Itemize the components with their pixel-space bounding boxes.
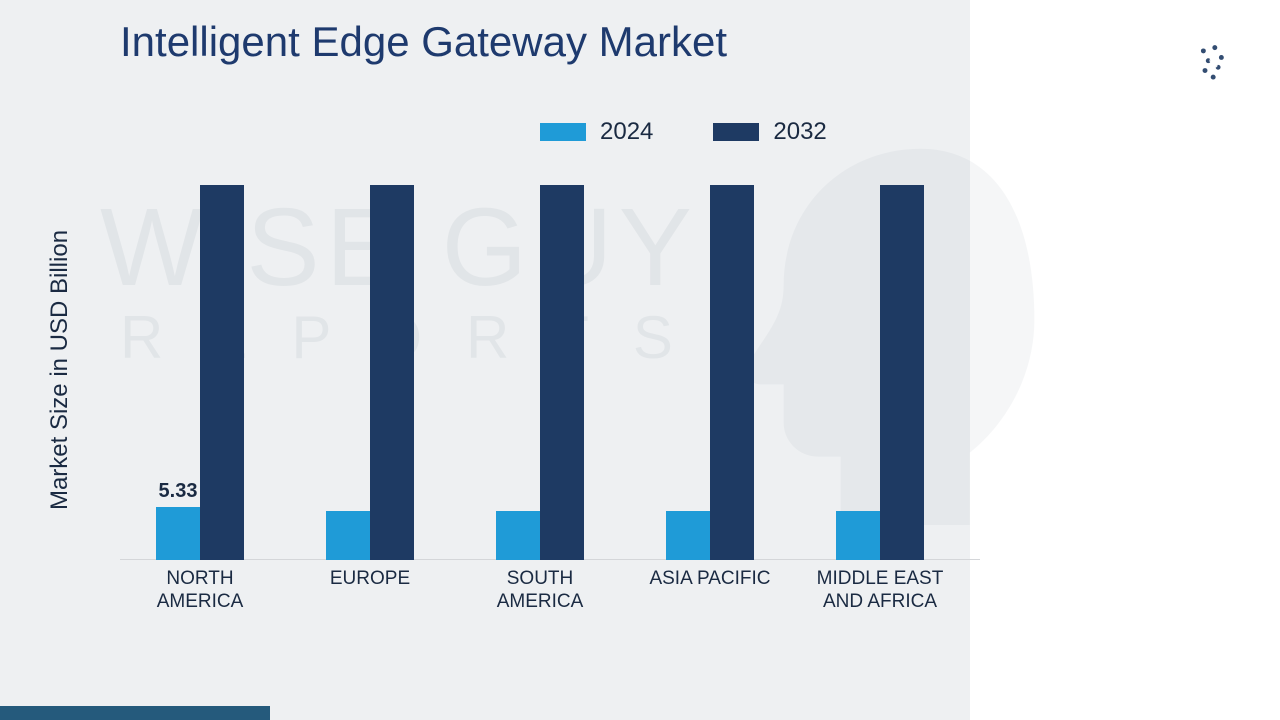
legend-label-2024: 2024	[600, 118, 653, 146]
brand-logo: WISE GUY REPORTS	[1064, 20, 1250, 71]
bar-2032	[540, 185, 584, 560]
legend: 2024 2032	[540, 118, 827, 146]
footer-stripe	[0, 706, 270, 720]
bar-2032	[880, 185, 924, 560]
bar-group: EUROPE	[310, 165, 430, 560]
bar-group: MIDDLE EAST AND AFRICA	[820, 165, 940, 560]
category-label: NORTH AMERICA	[125, 568, 275, 614]
bar-group: 5.33NORTH AMERICA	[140, 165, 260, 560]
bar-group: SOUTH AMERICA	[480, 165, 600, 560]
category-label: MIDDLE EAST AND AFRICA	[805, 568, 955, 614]
y-axis-label: Market Size in USD Billion	[46, 230, 74, 510]
bar-2032	[200, 185, 244, 560]
category-label: EUROPE	[295, 568, 445, 591]
bar-2032	[710, 185, 754, 560]
category-label: ASIA PACIFIC	[635, 568, 785, 591]
legend-swatch-2032	[713, 123, 759, 141]
bar-2024	[326, 511, 370, 560]
legend-swatch-2024	[540, 123, 586, 141]
brand-line2: REPORTS	[1068, 56, 1250, 71]
bar-2032	[370, 185, 414, 560]
bar-2024	[836, 511, 880, 560]
logo-head-icon	[1160, 28, 1250, 118]
bar-value-label: 5.33	[148, 480, 208, 503]
bar-2024	[666, 511, 710, 560]
category-label: SOUTH AMERICA	[465, 568, 615, 614]
legend-item-2024: 2024	[540, 118, 653, 146]
bar-2024	[496, 511, 540, 560]
chart-canvas: WISE GUY REPORTS Intelligent Edge Gatewa…	[0, 0, 1280, 720]
legend-item-2032: 2032	[713, 118, 826, 146]
chart-title: Intelligent Edge Gateway Market	[120, 18, 727, 66]
bar-2024	[156, 507, 200, 560]
legend-label-2032: 2032	[773, 118, 826, 146]
bar-group: ASIA PACIFIC	[650, 165, 770, 560]
plot-area: 5.33NORTH AMERICA EUROPE SOUTH AMERICA ASIA…	[120, 165, 980, 560]
